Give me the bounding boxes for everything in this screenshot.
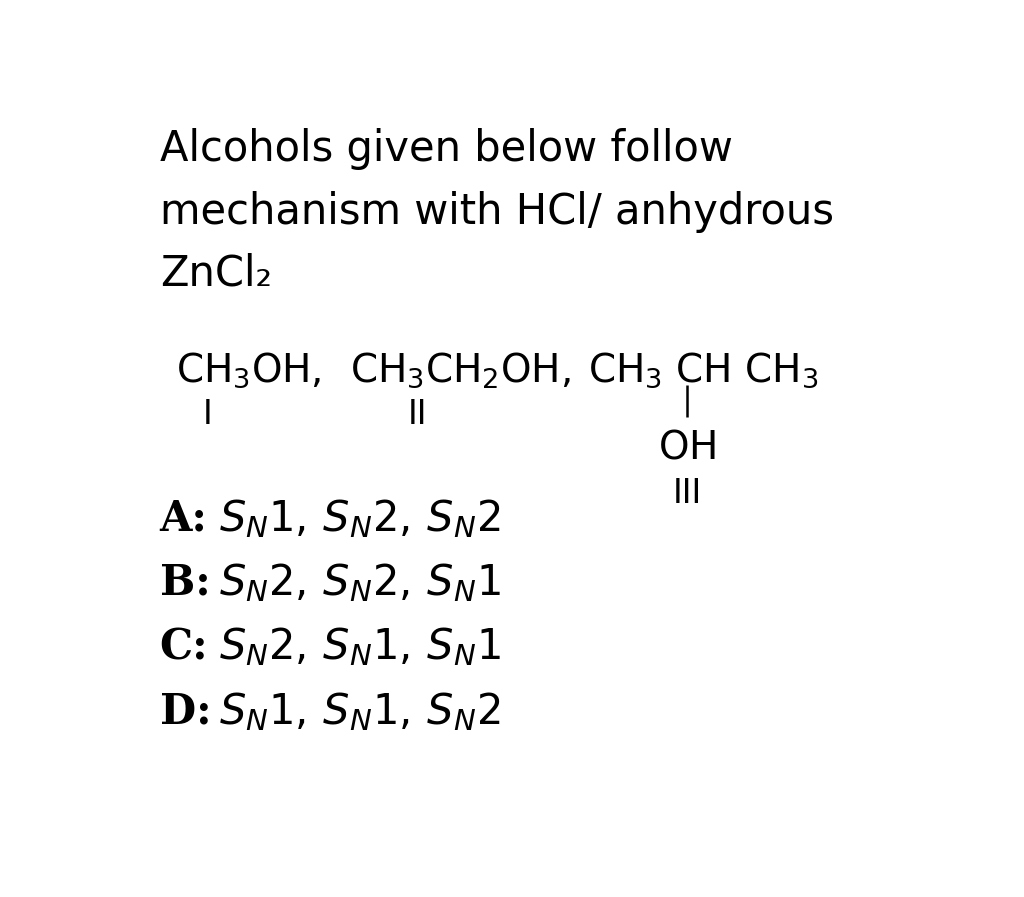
Text: $\mathregular{CH_3\ CH\ CH_3}$: $\mathregular{CH_3\ CH\ CH_3}$: [588, 351, 819, 390]
Text: II: II: [408, 398, 427, 431]
Text: $\mathit{S}_{\mathit{N}}1,\, \mathit{S}_{\mathit{N}}2,\, \mathit{S}_{\mathit{N}}: $\mathit{S}_{\mathit{N}}1,\, \mathit{S}_…: [219, 497, 501, 540]
Text: mechanism with HCl/ anhydrous: mechanism with HCl/ anhydrous: [160, 190, 834, 232]
Text: $\mathit{S}_{\mathit{N}}2,\, \mathit{S}_{\mathit{N}}2,\, \mathit{S}_{\mathit{N}}: $\mathit{S}_{\mathit{N}}2,\, \mathit{S}_…: [219, 562, 501, 605]
Text: $\mathit{S}_{\mathit{N}}2,\, \mathit{S}_{\mathit{N}}1,\, \mathit{S}_{\mathit{N}}: $\mathit{S}_{\mathit{N}}2,\, \mathit{S}_…: [219, 625, 501, 668]
Text: Alcohols given below follow: Alcohols given below follow: [160, 128, 732, 170]
Text: A:: A:: [160, 498, 208, 540]
Text: $\mathregular{CH_3CH_2OH,}$: $\mathregular{CH_3CH_2OH,}$: [350, 351, 570, 390]
Text: I: I: [203, 398, 212, 431]
Text: $\mathregular{OH}$: $\mathregular{OH}$: [658, 429, 717, 466]
Text: D:: D:: [160, 691, 211, 732]
Text: ZnCl₂: ZnCl₂: [160, 253, 271, 295]
Text: III: III: [673, 477, 702, 510]
Text: C:: C:: [160, 626, 208, 668]
Text: $\mathit{S}_{\mathit{N}}1,\, \mathit{S}_{\mathit{N}}1,\, \mathit{S}_{\mathit{N}}: $\mathit{S}_{\mathit{N}}1,\, \mathit{S}_…: [219, 690, 501, 733]
Text: $\mathregular{CH_3OH,}$: $\mathregular{CH_3OH,}$: [176, 351, 322, 390]
Text: B:: B:: [160, 562, 211, 604]
